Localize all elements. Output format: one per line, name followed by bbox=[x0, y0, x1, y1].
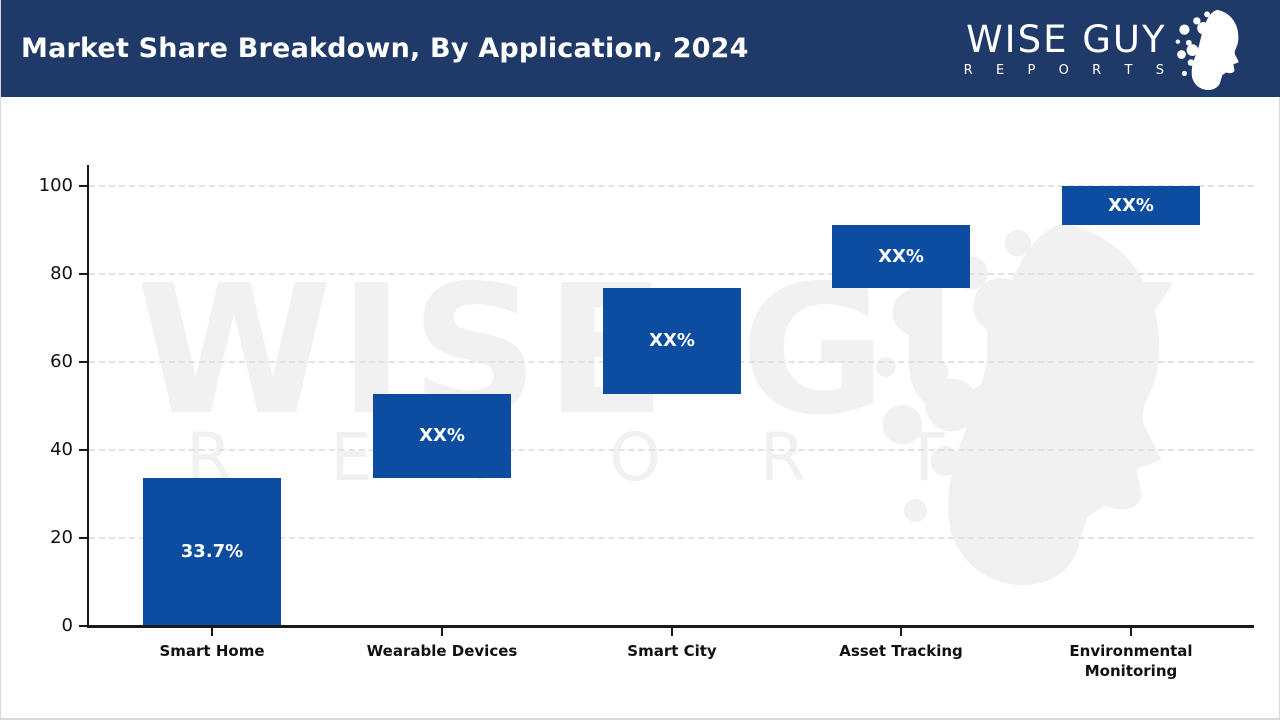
brand-logo-text: WISE GUY R E P O R T S bbox=[958, 21, 1175, 78]
y-axis-tick-label: 60 bbox=[50, 351, 73, 372]
gridline-y100 bbox=[89, 185, 1254, 187]
bar-value-label: 33.7% bbox=[180, 541, 244, 563]
brand-logo: WISE GUY R E P O R T S bbox=[958, 7, 1253, 91]
bar-value-label: XX% bbox=[1108, 194, 1154, 216]
y-axis-tick bbox=[79, 449, 88, 451]
y-axis-tick bbox=[79, 273, 88, 275]
brand-head-icon bbox=[1175, 9, 1239, 90]
x-axis-category-label: Smart City bbox=[627, 642, 717, 660]
x-axis-tick bbox=[441, 628, 443, 636]
y-axis-tick bbox=[79, 361, 88, 363]
y-axis-tick-label: 80 bbox=[50, 263, 73, 284]
bar-value-label: XX% bbox=[419, 425, 465, 447]
gridline-y20 bbox=[89, 537, 1254, 539]
y-axis-tick-label: 100 bbox=[38, 175, 73, 196]
x-axis-tick bbox=[900, 628, 902, 636]
bar-smart-city: XX% bbox=[603, 287, 741, 394]
y-axis-tick bbox=[79, 185, 88, 187]
header-bar: Market Share Breakdown, By Application, … bbox=[1, 0, 1280, 97]
chart-title: Market Share Breakdown, By Application, … bbox=[21, 33, 749, 64]
y-axis-tick-label: 40 bbox=[50, 439, 73, 460]
brand-subname: R E P O R T S bbox=[963, 63, 1175, 78]
x-axis-category-label: Smart Home bbox=[159, 642, 265, 660]
brand-name: WISE GUY bbox=[966, 18, 1167, 61]
gridline-y40 bbox=[89, 449, 1254, 451]
bar-asset-tracking: XX% bbox=[832, 224, 970, 288]
y-axis-line bbox=[87, 165, 89, 628]
x-axis-tick bbox=[211, 628, 213, 636]
x-axis-line bbox=[87, 625, 1254, 628]
bar-smart-home: 33.7% bbox=[143, 477, 281, 626]
bar-value-label: XX% bbox=[878, 245, 924, 267]
y-axis-tick bbox=[79, 625, 88, 627]
x-axis-category-label: Wearable Devices bbox=[366, 642, 518, 660]
bar-wearable-devices: XX% bbox=[373, 393, 511, 478]
y-axis-tick-label: 0 bbox=[61, 615, 73, 636]
y-axis-tick-label: 20 bbox=[50, 527, 73, 548]
x-axis-tick bbox=[671, 628, 673, 636]
gridline-y80 bbox=[89, 273, 1254, 275]
x-axis-category-label: Environmental Monitoring bbox=[1069, 642, 1193, 680]
x-axis-tick bbox=[1130, 628, 1132, 636]
x-axis-category-label: Asset Tracking bbox=[839, 642, 963, 660]
bar-value-label: XX% bbox=[649, 330, 695, 352]
bar-environmental-monitoring: XX% bbox=[1062, 186, 1200, 225]
y-axis-tick bbox=[79, 537, 88, 539]
